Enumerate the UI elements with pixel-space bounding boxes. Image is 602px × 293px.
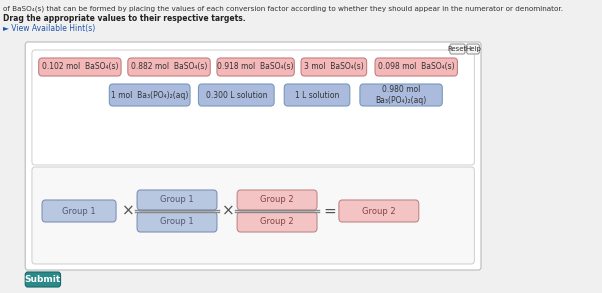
FancyBboxPatch shape	[237, 190, 317, 210]
Text: 0.980 mol
Ba₃(PO₄)₂(aq): 0.980 mol Ba₃(PO₄)₂(aq)	[376, 85, 427, 105]
FancyBboxPatch shape	[137, 190, 217, 210]
Text: Group 2: Group 2	[260, 195, 294, 205]
Text: ► View Available Hint(s): ► View Available Hint(s)	[2, 24, 95, 33]
FancyBboxPatch shape	[284, 84, 350, 106]
FancyBboxPatch shape	[32, 50, 474, 165]
Text: 1 mol  Ba₃(PO₄)₂(aq): 1 mol Ba₃(PO₄)₂(aq)	[111, 91, 188, 100]
FancyBboxPatch shape	[42, 200, 116, 222]
Text: Help: Help	[465, 46, 481, 52]
Text: ×: ×	[222, 204, 235, 219]
FancyBboxPatch shape	[25, 42, 481, 270]
Text: 0.098 mol  BaSO₄(s): 0.098 mol BaSO₄(s)	[378, 62, 455, 71]
Text: Group 2: Group 2	[362, 207, 396, 215]
Text: of BaSO₄(s) that can be formed by placing the values of each conversion factor a: of BaSO₄(s) that can be formed by placin…	[2, 6, 562, 13]
FancyBboxPatch shape	[450, 44, 465, 54]
Text: Submit: Submit	[25, 275, 61, 284]
Text: Reset: Reset	[448, 46, 467, 52]
Text: 3 mol  BaSO₄(s): 3 mol BaSO₄(s)	[304, 62, 364, 71]
Text: Group 1: Group 1	[160, 195, 194, 205]
FancyBboxPatch shape	[301, 58, 367, 76]
FancyBboxPatch shape	[25, 272, 61, 287]
Text: Group 1: Group 1	[62, 207, 96, 215]
FancyBboxPatch shape	[339, 200, 419, 222]
FancyBboxPatch shape	[199, 84, 274, 106]
FancyBboxPatch shape	[467, 44, 479, 54]
FancyBboxPatch shape	[360, 84, 442, 106]
Text: 0.918 mol  BaSO₄(s): 0.918 mol BaSO₄(s)	[217, 62, 294, 71]
Text: ×: ×	[122, 204, 135, 219]
FancyBboxPatch shape	[110, 84, 190, 106]
Text: =: =	[323, 204, 336, 219]
Text: 0.102 mol  BaSO₄(s): 0.102 mol BaSO₄(s)	[42, 62, 118, 71]
FancyBboxPatch shape	[237, 212, 317, 232]
FancyBboxPatch shape	[39, 58, 121, 76]
Text: Drag the appropriate values to their respective targets.: Drag the appropriate values to their res…	[2, 14, 245, 23]
FancyBboxPatch shape	[32, 167, 474, 264]
FancyBboxPatch shape	[375, 58, 458, 76]
Text: Group 2: Group 2	[260, 217, 294, 226]
Text: 1 L solution: 1 L solution	[295, 91, 339, 100]
Text: Group 1: Group 1	[160, 217, 194, 226]
FancyBboxPatch shape	[217, 58, 294, 76]
Text: 0.300 L solution: 0.300 L solution	[205, 91, 267, 100]
FancyBboxPatch shape	[137, 212, 217, 232]
Text: 0.882 mol  BaSO₄(s): 0.882 mol BaSO₄(s)	[131, 62, 207, 71]
FancyBboxPatch shape	[128, 58, 210, 76]
